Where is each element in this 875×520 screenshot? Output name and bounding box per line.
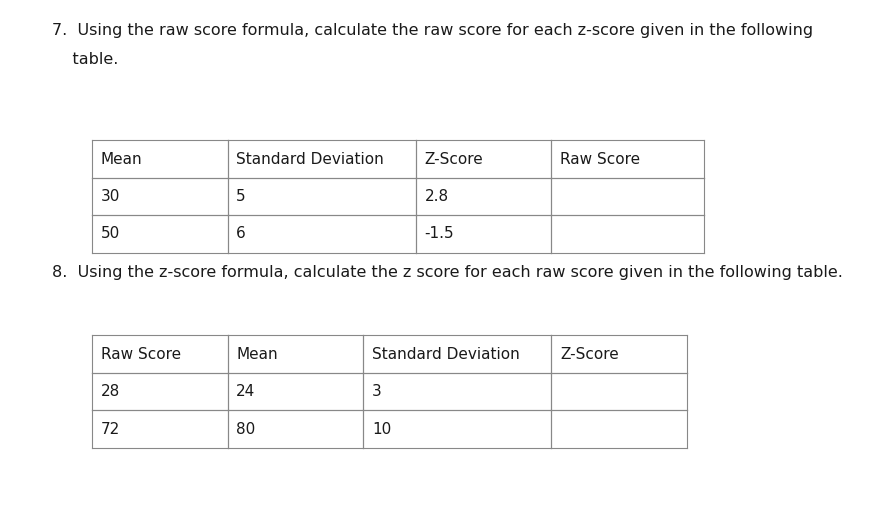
- Text: 24: 24: [236, 384, 256, 399]
- Text: 50: 50: [101, 227, 120, 241]
- Text: Standard Deviation: Standard Deviation: [372, 347, 520, 361]
- Text: 7.  Using the raw score formula, calculate the raw score for each z-score given : 7. Using the raw score formula, calculat…: [52, 23, 814, 38]
- Text: 80: 80: [236, 422, 256, 436]
- Text: 10: 10: [372, 422, 391, 436]
- Text: Mean: Mean: [236, 347, 278, 361]
- Text: Z-Score: Z-Score: [424, 152, 483, 166]
- Text: Z-Score: Z-Score: [560, 347, 619, 361]
- Text: 5: 5: [236, 189, 246, 204]
- Text: Raw Score: Raw Score: [560, 152, 640, 166]
- Text: 6: 6: [236, 227, 246, 241]
- Text: 3: 3: [372, 384, 382, 399]
- Text: Mean: Mean: [101, 152, 143, 166]
- Text: 30: 30: [101, 189, 120, 204]
- Text: 2.8: 2.8: [424, 189, 449, 204]
- Text: Raw Score: Raw Score: [101, 347, 181, 361]
- Text: 72: 72: [101, 422, 120, 436]
- Text: -1.5: -1.5: [424, 227, 454, 241]
- Text: Standard Deviation: Standard Deviation: [236, 152, 384, 166]
- Text: 8.  Using the z-score formula, calculate the z score for each raw score given in: 8. Using the z-score formula, calculate …: [52, 265, 843, 280]
- Text: table.: table.: [52, 52, 119, 67]
- Text: 28: 28: [101, 384, 120, 399]
